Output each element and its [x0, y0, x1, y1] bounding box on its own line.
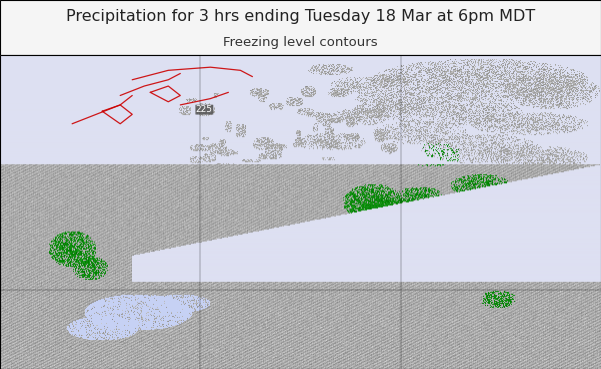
Text: Precipitation for 3 hrs ending Tuesday 18 Mar at 6pm MDT: Precipitation for 3 hrs ending Tuesday 1… [66, 9, 535, 24]
Text: Freezing level contours: Freezing level contours [223, 36, 378, 49]
Text: 225: 225 [196, 105, 213, 114]
